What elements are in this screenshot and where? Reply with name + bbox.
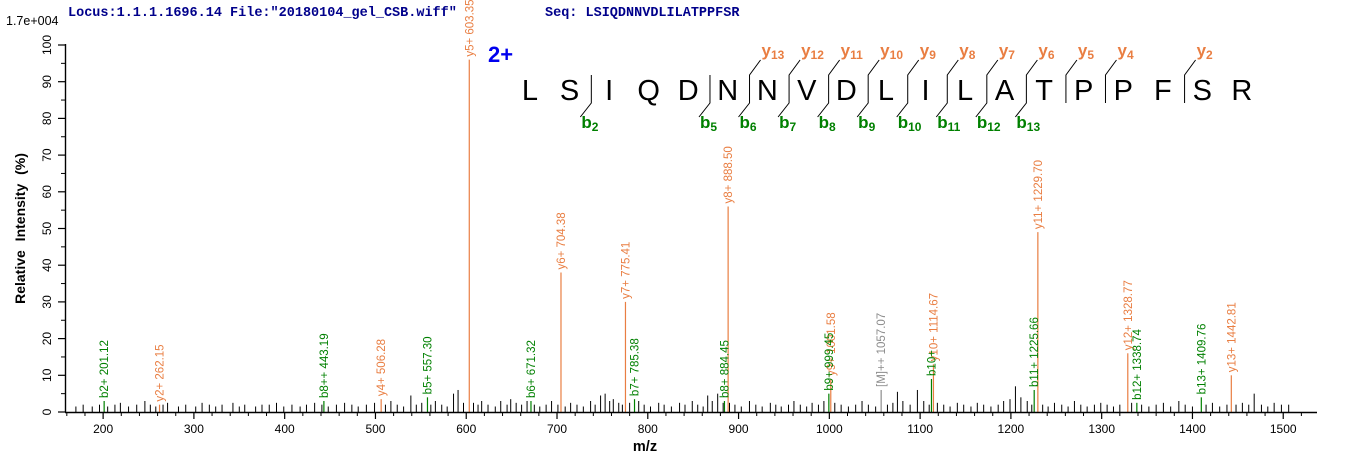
peak-label: y10+ 1114.67 xyxy=(928,293,940,361)
y-tick-label: 40 xyxy=(40,258,54,272)
y-tick-label: 20 xyxy=(40,332,54,346)
peak-label: y8+ 888.50 xyxy=(723,146,735,203)
peak-label: b6+ 671.32 xyxy=(526,340,538,398)
peptide-sequence-label: Seq: LSIQDNNVDLILATPPFSR xyxy=(545,6,740,21)
x-tick-label: 1400 xyxy=(1179,422,1206,436)
peak-label: b13+ 1409.76 xyxy=(1196,324,1208,395)
peak-label: [M]++ 1057.07 xyxy=(876,313,888,387)
y-tick-label: 80 xyxy=(40,111,54,125)
x-axis-title: m/z xyxy=(633,439,657,455)
x-tick-label: 700 xyxy=(547,422,567,436)
x-tick-label: 500 xyxy=(365,422,385,436)
peak-label: b7+ 785.38 xyxy=(630,338,642,396)
peak-label: y6+ 704.38 xyxy=(556,212,568,269)
peak-label: b8+ 884.45 xyxy=(719,340,731,398)
y-axis-title: Relative Intensity (%) xyxy=(12,153,28,304)
peak-label: b11+ 1225.66 xyxy=(1029,317,1041,387)
peak-label: y9+ 1001.58 xyxy=(826,312,838,376)
peak-label: y7+ 775.41 xyxy=(620,242,632,299)
x-tick-label: 400 xyxy=(275,422,295,436)
y-tick-label: 90 xyxy=(40,75,54,89)
y-tick-label: 50 xyxy=(40,222,54,236)
y-tick-label: 10 xyxy=(40,368,54,382)
x-tick-label: 1300 xyxy=(1088,422,1115,436)
y-tick-label: 100 xyxy=(40,35,54,55)
y-tick-label: 30 xyxy=(40,295,54,309)
x-tick-label: 200 xyxy=(93,422,113,436)
peak-label: b9+ 999.45 xyxy=(824,333,836,391)
peak-label: y13+ 1442.81 xyxy=(1226,302,1238,372)
x-tick-label: 1100 xyxy=(907,422,933,436)
peak-label: b12+ 1338.74 xyxy=(1132,329,1144,400)
peak-label: b8++ 443.19 xyxy=(319,333,331,398)
x-tick-label: 900 xyxy=(729,422,749,436)
x-tick-label: 600 xyxy=(456,422,476,436)
precursor-charge-label: 2+ xyxy=(488,42,514,67)
peak-label: b5+ 557.30 xyxy=(422,336,434,394)
peak-label: b2+ 201.12 xyxy=(99,340,111,398)
peak-label: y2+ 262.15 xyxy=(155,344,167,401)
y-tick-label: 0 xyxy=(40,408,54,415)
y-tick-label: 70 xyxy=(40,148,54,162)
x-tick-label: 800 xyxy=(638,422,658,436)
peak-label: y12+ 1328.77 xyxy=(1123,280,1135,350)
absolute-intensity-scale: 1.7e+004 xyxy=(6,14,59,28)
x-tick-label: 1000 xyxy=(816,422,843,436)
x-tick-label: 1500 xyxy=(1270,422,1297,436)
peak-label: y5+ 603.35 xyxy=(464,0,476,57)
peak-label: y11+ 1229.70 xyxy=(1033,160,1045,229)
y-tick-label: 60 xyxy=(40,185,54,199)
x-tick-label: 300 xyxy=(184,422,204,436)
locus-file-label: Locus:1.1.1.1696.14 File:"20180104_gel_C… xyxy=(68,6,457,21)
x-tick-label: 1200 xyxy=(998,422,1025,436)
peak-label: b10+ xyxy=(926,350,938,376)
peak-label: y4+ 506.28 xyxy=(376,339,388,396)
